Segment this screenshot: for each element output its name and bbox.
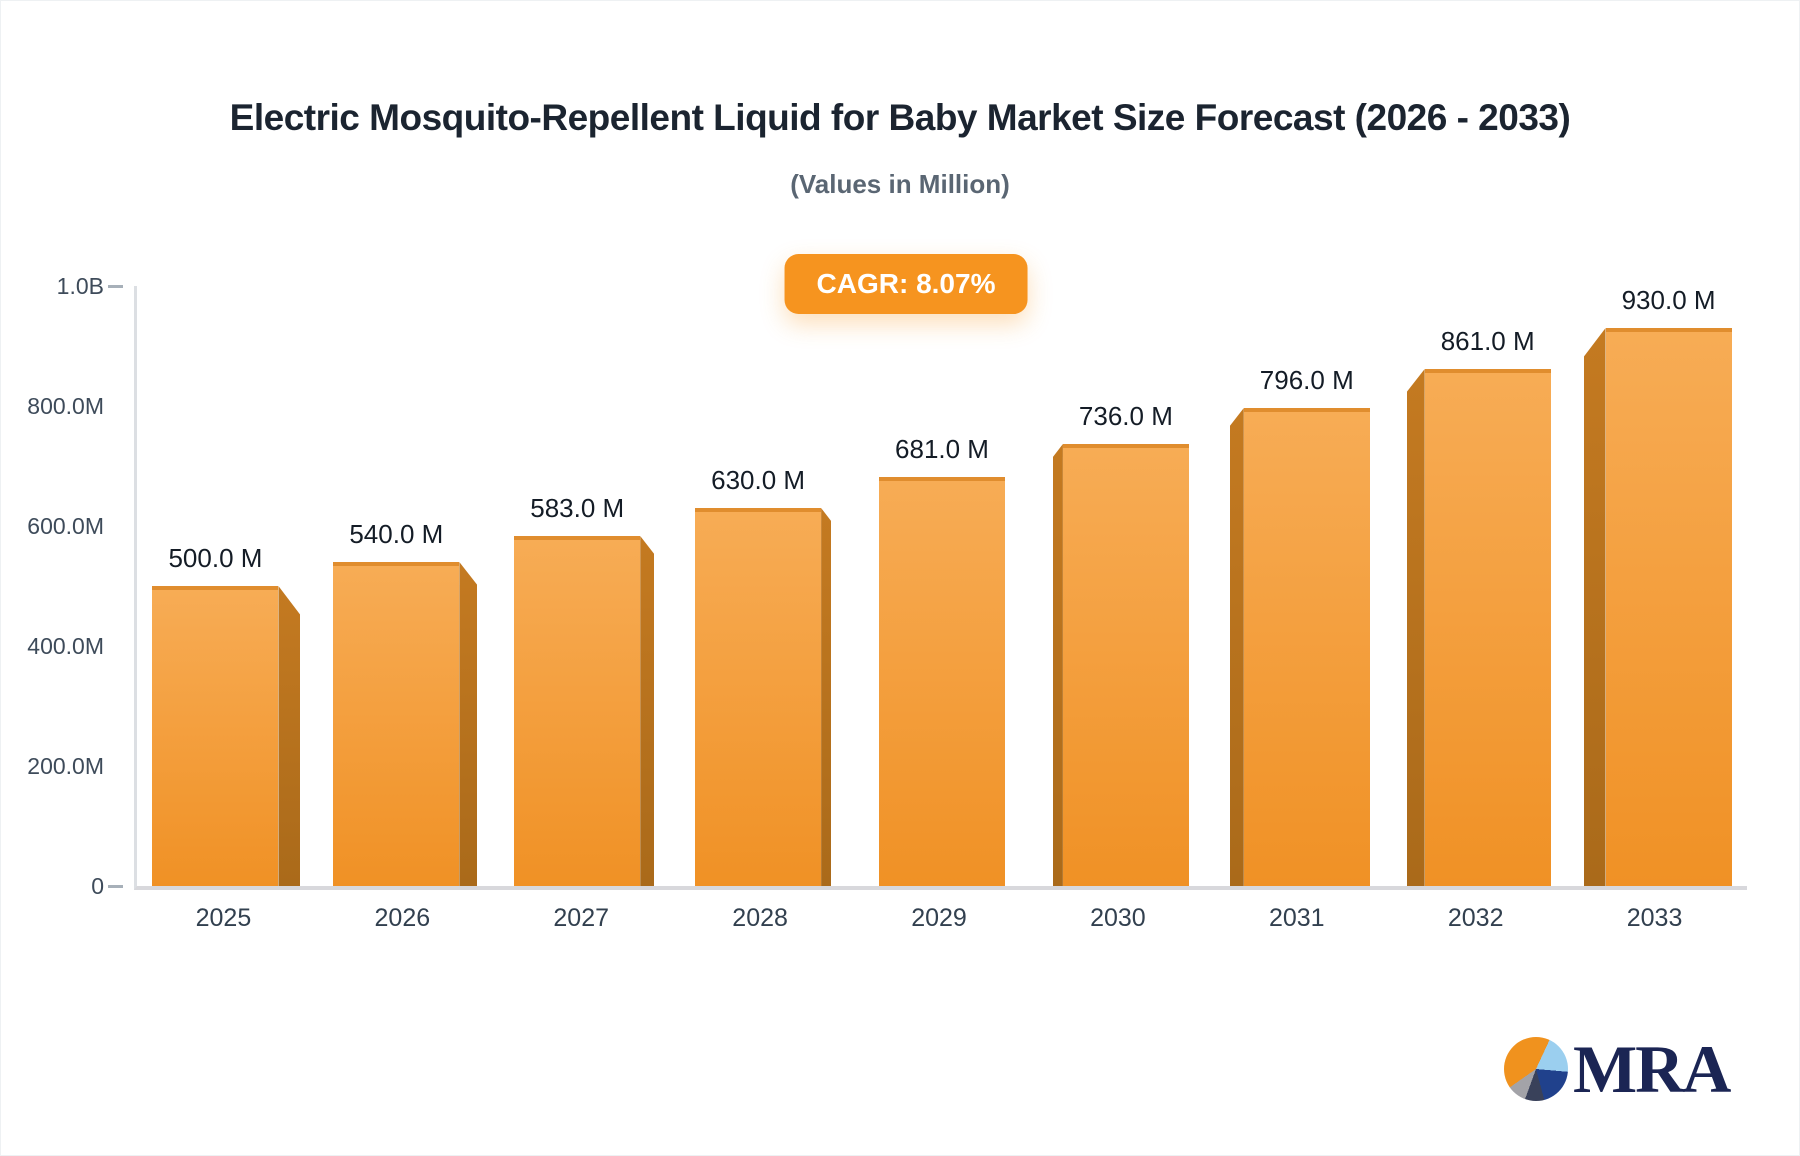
plot-area: 500.0 M 540.0 M 583.0 M 630.0 M 681.0 M 736.0… <box>134 285 1747 890</box>
bar-3d-side <box>459 562 478 886</box>
y-axis-tick-mark <box>108 285 123 288</box>
bar-slot: 736.0 M <box>1031 286 1210 886</box>
bar-3d-side <box>640 536 655 886</box>
bar <box>1243 408 1370 886</box>
bar-value-label: 930.0 M <box>1621 285 1716 315</box>
bar-slot: 796.0 M <box>1210 286 1389 886</box>
x-axis-category-label: 2027 <box>553 904 610 932</box>
bar-value-label: 861.0 M <box>1440 326 1535 356</box>
y-axis-tick-label: 200.0M <box>27 753 104 779</box>
bar-slot: 630.0 M <box>674 286 853 886</box>
x-axis-category-label: 2031 <box>1268 904 1325 932</box>
brand-logo: MRA <box>1504 1031 1731 1107</box>
chart-subtitle: (Values in Million) <box>790 169 1010 199</box>
x-axis-category-label: 2029 <box>911 904 967 932</box>
bar-3d-side <box>1583 328 1606 886</box>
y-axis-tick-label: 0 <box>91 873 104 899</box>
bar-slot: 583.0 M <box>495 286 674 886</box>
bar <box>1605 328 1732 886</box>
bar <box>514 536 641 886</box>
y-axis-tick-label: 800.0M <box>27 393 104 419</box>
bar-3d-side <box>821 508 832 886</box>
x-axis-category-label: 2028 <box>732 904 788 932</box>
x-axis-category-label: 2033 <box>1626 904 1683 932</box>
bar-3d-side <box>278 586 301 886</box>
x-axis-category-label: 2026 <box>374 904 431 932</box>
bar-3d-side <box>1052 444 1063 886</box>
bar-slot: 681.0 M <box>853 286 1032 886</box>
pie-chart-logo-icon <box>1504 1037 1568 1101</box>
bar-3d-side <box>1229 408 1244 886</box>
x-axis-category-label: 2025 <box>195 904 252 932</box>
bar-slot: 861.0 M <box>1389 286 1568 886</box>
y-axis-tick-mark <box>108 885 123 888</box>
bar-3d-side <box>1406 369 1425 886</box>
bar <box>1062 444 1189 886</box>
bar <box>333 562 460 886</box>
bar-slot: 540.0 M <box>316 286 495 886</box>
bar <box>879 477 1005 886</box>
bar-value-label: 796.0 M <box>1259 365 1354 395</box>
bar-value-label: 681.0 M <box>895 434 989 464</box>
x-axis-category-label: 2030 <box>1090 904 1146 932</box>
bar-value-label: 736.0 M <box>1078 401 1173 431</box>
x-axis-category-label: 2032 <box>1447 904 1504 932</box>
bar-value-label: 630.0 M <box>711 465 806 495</box>
y-axis-tick-label: 1.0B <box>56 273 104 299</box>
bars-container: 500.0 M 540.0 M 583.0 M 630.0 M 681.0 M 736.0… <box>137 285 1747 886</box>
bar-value-label: 583.0 M <box>530 493 625 523</box>
x-axis: 2025 2026 2027 2028 2029 2030 2031 2032 2033 <box>134 904 1744 933</box>
bar <box>1424 369 1551 886</box>
cagr-badge: CAGR: 8.07% <box>784 254 1028 314</box>
brand-logo-text: MRA <box>1573 1031 1731 1107</box>
bar-slot: 930.0 M <box>1568 285 1747 886</box>
y-axis-tick-label: 600.0M <box>27 513 104 539</box>
bar-value-label: 500.0 M <box>168 543 263 573</box>
y-axis-tick-label: 400.0M <box>27 633 104 659</box>
bar-slot: 500.0 M <box>137 286 316 886</box>
bar <box>695 508 822 886</box>
chart-title: Electric Mosquito-Repellent Liquid for B… <box>229 97 1571 138</box>
bar-value-label: 540.0 M <box>349 519 444 549</box>
bar <box>152 586 279 886</box>
